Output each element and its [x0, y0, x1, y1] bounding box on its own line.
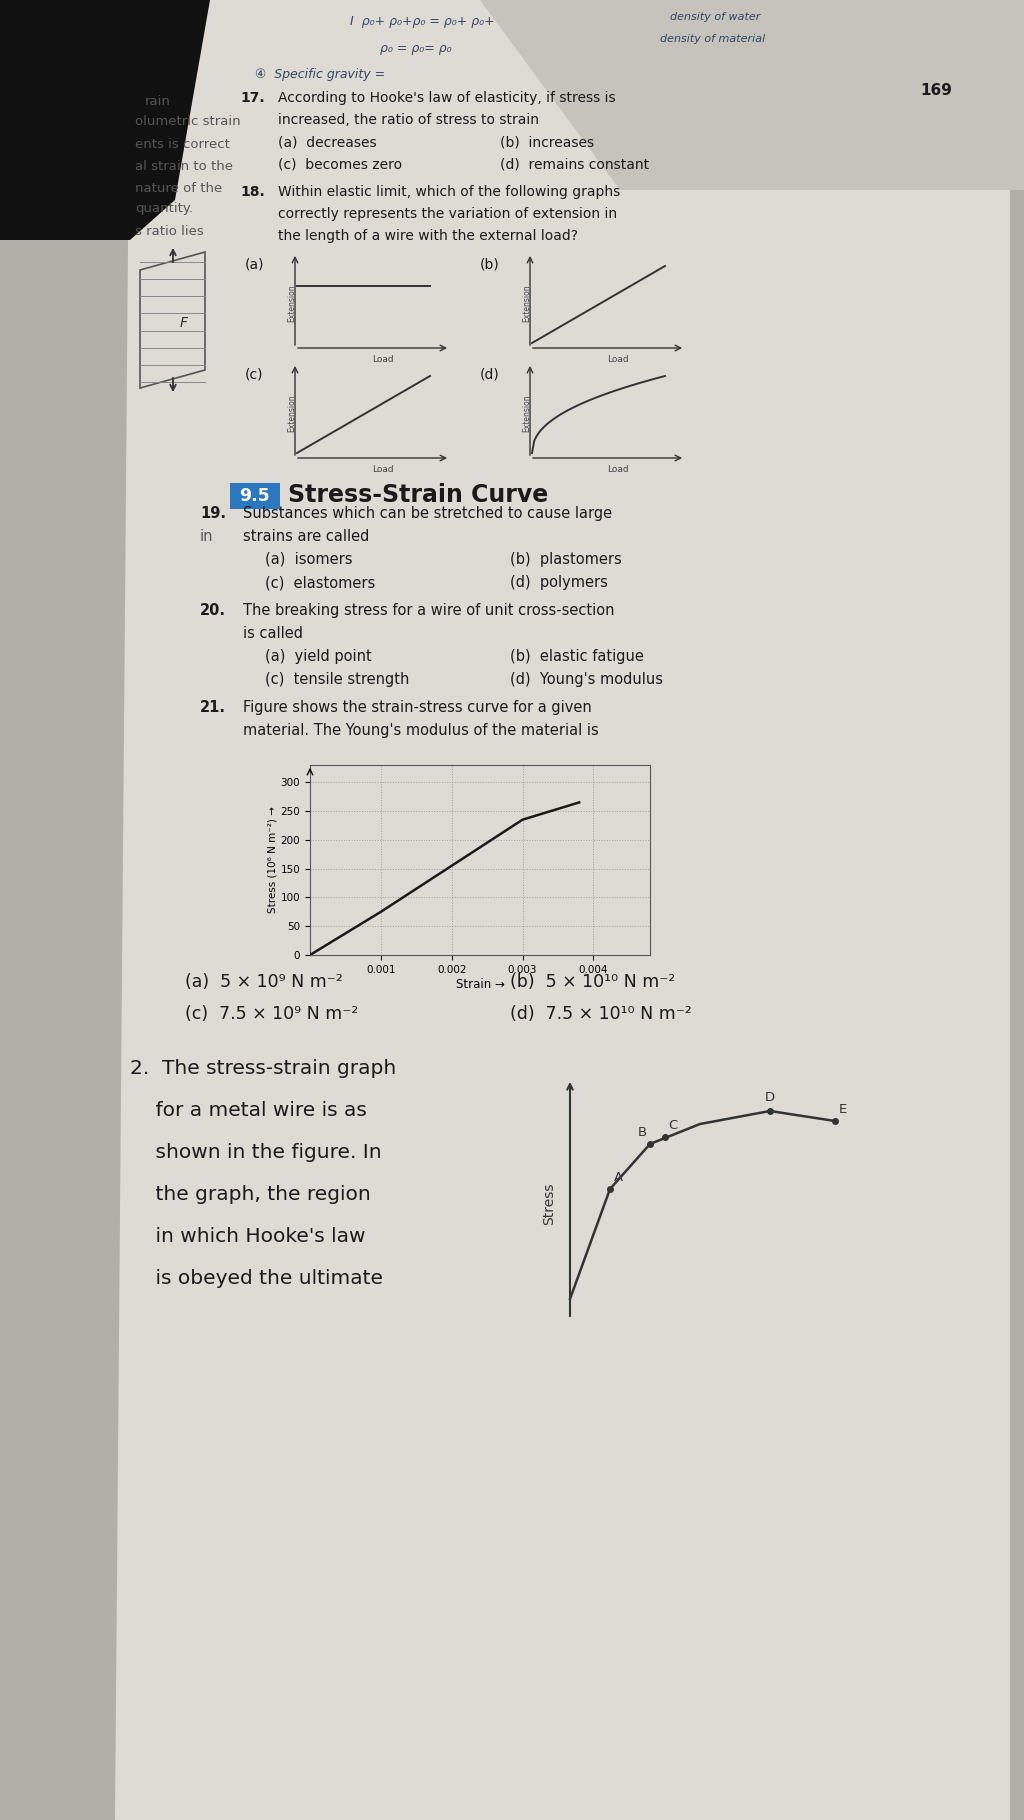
- Text: correctly represents the variation of extension in: correctly represents the variation of ex…: [278, 207, 617, 220]
- X-axis label: Strain →: Strain →: [456, 977, 505, 990]
- Text: density of water: density of water: [670, 13, 761, 22]
- Text: 2.  The stress-strain graph: 2. The stress-strain graph: [130, 1059, 396, 1077]
- Text: 18.: 18.: [240, 186, 265, 198]
- Text: increased, the ratio of stress to strain: increased, the ratio of stress to strain: [278, 113, 539, 127]
- Text: F: F: [180, 317, 188, 329]
- Text: (c)  7.5 × 10⁹ N m⁻²: (c) 7.5 × 10⁹ N m⁻²: [185, 1005, 358, 1023]
- Text: According to Hooke's law of elasticity, if stress is: According to Hooke's law of elasticity, …: [278, 91, 615, 106]
- Text: the graph, the region: the graph, the region: [130, 1185, 371, 1205]
- Polygon shape: [115, 0, 1010, 1820]
- Text: Figure shows the strain-stress curve for a given: Figure shows the strain-stress curve for…: [243, 701, 592, 715]
- Text: Load: Load: [372, 355, 393, 364]
- Text: (b)  5 × 10¹⁰ N m⁻²: (b) 5 × 10¹⁰ N m⁻²: [510, 974, 675, 992]
- Polygon shape: [0, 0, 210, 240]
- Text: for a metal wire is as: for a metal wire is as: [130, 1101, 367, 1119]
- Text: (a): (a): [245, 257, 264, 271]
- Text: Stress: Stress: [542, 1183, 556, 1225]
- Text: quantity.: quantity.: [135, 202, 193, 215]
- Text: E: E: [839, 1103, 847, 1116]
- Text: Substances which can be stretched to cause large: Substances which can be stretched to cau…: [243, 506, 612, 521]
- Text: ents is correct: ents is correct: [135, 138, 229, 151]
- Text: (d)  remains constant: (d) remains constant: [500, 157, 649, 171]
- Text: density of material: density of material: [660, 35, 765, 44]
- Text: (c)  elastomers: (c) elastomers: [265, 575, 375, 590]
- Text: nature of the: nature of the: [135, 182, 222, 195]
- Text: (d)  Young's modulus: (d) Young's modulus: [510, 672, 663, 686]
- Text: (a)  isomers: (a) isomers: [265, 551, 352, 568]
- Polygon shape: [480, 0, 1024, 189]
- Text: olumetric strain: olumetric strain: [135, 115, 241, 127]
- Text: (c): (c): [245, 368, 263, 380]
- Text: (b)  elastic fatigue: (b) elastic fatigue: [510, 650, 644, 664]
- Text: Extension: Extension: [522, 395, 531, 431]
- Text: rain: rain: [145, 95, 171, 107]
- Text: 17.: 17.: [240, 91, 264, 106]
- Y-axis label: Stress (10⁶ N m⁻²) →: Stress (10⁶ N m⁻²) →: [267, 806, 278, 914]
- Text: shown in the figure. In: shown in the figure. In: [130, 1143, 382, 1161]
- Text: I  ρ₀+ ρ₀+ρ₀ = ρ₀+ ρ₀+: I ρ₀+ ρ₀+ρ₀ = ρ₀+ ρ₀+: [350, 15, 495, 27]
- Text: (b)  increases: (b) increases: [500, 135, 594, 149]
- Text: (d)  7.5 × 10¹⁰ N m⁻²: (d) 7.5 × 10¹⁰ N m⁻²: [510, 1005, 692, 1023]
- Text: Extension: Extension: [522, 284, 531, 322]
- Text: material. The Young's modulus of the material is: material. The Young's modulus of the mat…: [243, 723, 599, 737]
- Text: Stress-Strain Curve: Stress-Strain Curve: [288, 482, 548, 508]
- Text: C: C: [669, 1119, 678, 1132]
- Text: Load: Load: [606, 464, 629, 473]
- Bar: [230, 482, 280, 510]
- Text: al strain to the: al strain to the: [135, 160, 233, 173]
- Text: (a)  5 × 10⁹ N m⁻²: (a) 5 × 10⁹ N m⁻²: [185, 974, 343, 992]
- Text: (d)  polymers: (d) polymers: [510, 575, 608, 590]
- Text: (c)  tensile strength: (c) tensile strength: [265, 672, 410, 686]
- Text: B: B: [637, 1127, 646, 1139]
- Text: ④  Specific gravity =: ④ Specific gravity =: [255, 67, 385, 82]
- Text: ρ₀ = ρ₀= ρ₀: ρ₀ = ρ₀= ρ₀: [380, 42, 452, 55]
- Text: (d): (d): [480, 368, 500, 380]
- Text: The breaking stress for a wire of unit cross-section: The breaking stress for a wire of unit c…: [243, 602, 614, 619]
- Text: (c)  becomes zero: (c) becomes zero: [278, 157, 402, 171]
- Text: (b)  plastomers: (b) plastomers: [510, 551, 622, 568]
- Text: in which Hooke's law: in which Hooke's law: [130, 1227, 366, 1247]
- Text: D: D: [765, 1090, 775, 1105]
- Text: the length of a wire with the external load?: the length of a wire with the external l…: [278, 229, 578, 244]
- Text: (a)  decreases: (a) decreases: [278, 135, 377, 149]
- Text: Load: Load: [372, 464, 393, 473]
- Text: Extension: Extension: [287, 395, 296, 431]
- Text: (a)  yield point: (a) yield point: [265, 650, 372, 664]
- Text: 19.: 19.: [200, 506, 226, 521]
- Text: Extension: Extension: [287, 284, 296, 322]
- Text: is obeyed the ultimate: is obeyed the ultimate: [130, 1269, 383, 1289]
- Text: A: A: [613, 1170, 623, 1185]
- Text: 21.: 21.: [200, 701, 226, 715]
- Text: Load: Load: [606, 355, 629, 364]
- Text: 169: 169: [920, 84, 952, 98]
- Text: strains are called: strains are called: [243, 530, 370, 544]
- Text: in: in: [200, 530, 213, 544]
- Text: is called: is called: [243, 626, 303, 641]
- Text: 20.: 20.: [200, 602, 226, 619]
- Text: (b): (b): [480, 257, 500, 271]
- Text: 9.5: 9.5: [240, 488, 270, 504]
- Text: Within elastic limit, which of the following graphs: Within elastic limit, which of the follo…: [278, 186, 621, 198]
- Text: s ratio lies: s ratio lies: [135, 226, 204, 238]
